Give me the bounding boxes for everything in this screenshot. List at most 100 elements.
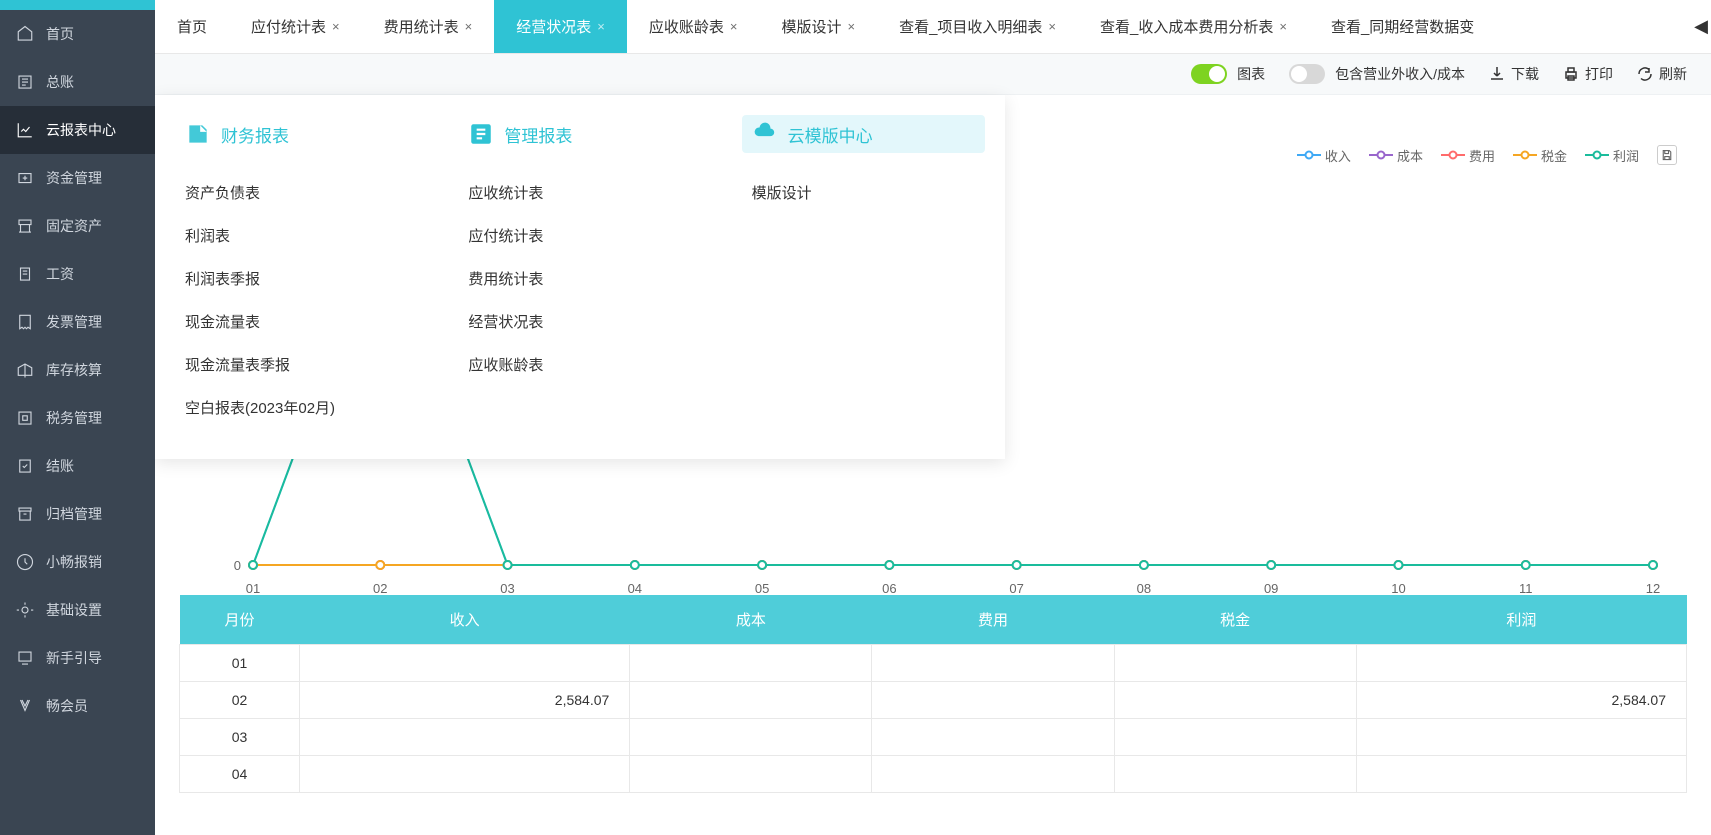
sidebar-item-report[interactable]: 云报表中心 (0, 106, 155, 154)
download-button[interactable]: 下载 (1489, 64, 1539, 84)
sidebar-item-archive[interactable]: 归档管理 (0, 490, 155, 538)
table-row: 01 (180, 645, 1687, 682)
menu-link[interactable]: 应付统计表 (468, 214, 691, 257)
sidebar-item-label: 固定资产 (46, 216, 102, 236)
download-label: 下载 (1511, 64, 1539, 84)
legend-item[interactable]: 利润 (1585, 146, 1639, 165)
tab[interactable]: 费用统计表× (362, 0, 495, 53)
print-button[interactable]: 打印 (1563, 64, 1613, 84)
chart-toggle-label: 图表 (1237, 64, 1265, 84)
menu-link[interactable]: 现金流量表季报 (185, 343, 408, 386)
sidebar-item-salary[interactable]: 工资 (0, 250, 155, 298)
tab[interactable]: 查看_项目收入明细表× (877, 0, 1078, 53)
menu-link[interactable]: 利润表季报 (185, 257, 408, 300)
tab[interactable]: 应付统计表× (229, 0, 362, 53)
tab-close-icon[interactable]: × (1279, 19, 1287, 34)
sidebar-item-settings[interactable]: 基础设置 (0, 586, 155, 634)
table-cell: 03 (180, 719, 300, 756)
table-cell (872, 756, 1114, 793)
menu-col-management: 管理报表 应收统计表应付统计表费用统计表经营状况表应收账龄表 (438, 115, 721, 429)
menu-link[interactable]: 资产负债表 (185, 171, 408, 214)
menu-link[interactable]: 费用统计表 (468, 257, 691, 300)
sidebar-item-guide[interactable]: 新手引导 (0, 634, 155, 682)
content-area: 财务报表 资产负债表利润表利润表季报现金流量表现金流量表季报空白报表(2023年… (155, 95, 1711, 835)
table-cell: 04 (180, 756, 300, 793)
sidebar-item-money[interactable]: 资金管理 (0, 154, 155, 202)
menu-link[interactable]: 空白报表(2023年02月) (185, 386, 408, 429)
member-icon (16, 697, 34, 715)
tab-close-icon[interactable]: × (730, 19, 738, 34)
close-icon (16, 457, 34, 475)
tab-close-icon[interactable]: × (847, 19, 855, 34)
table-header-cell: 费用 (872, 595, 1114, 645)
table-cell (1114, 682, 1356, 719)
sidebar-item-label: 总账 (46, 72, 74, 92)
table-header-cell: 利润 (1356, 595, 1686, 645)
table-row: 04 (180, 756, 1687, 793)
menu-link[interactable]: 应收统计表 (468, 171, 691, 214)
cloud-template-icon (752, 121, 778, 147)
app-root: 首页总账云报表中心资金管理固定资产工资发票管理库存核算税务管理结账归档管理小畅报… (0, 0, 1711, 835)
table-cell (630, 756, 872, 793)
menu-link[interactable]: 应收账龄表 (468, 343, 691, 386)
report-mega-menu: 财务报表 资产负债表利润表利润表季报现金流量表现金流量表季报空白报表(2023年… (155, 95, 1005, 459)
sidebar-item-invoice[interactable]: 发票管理 (0, 298, 155, 346)
chart-toggle[interactable] (1191, 64, 1227, 84)
tab-close-icon[interactable]: × (465, 19, 473, 34)
menu-header-management: 管理报表 (468, 115, 691, 153)
sidebar-item-inventory[interactable]: 库存核算 (0, 346, 155, 394)
table-cell (872, 645, 1114, 682)
sidebar-item-label: 新手引导 (46, 648, 102, 668)
sidebar-item-label: 资金管理 (46, 168, 102, 188)
ledger-icon (16, 73, 34, 91)
tab[interactable]: 应收账龄表× (627, 0, 760, 53)
save-icon (1661, 149, 1673, 161)
tab-scroll-right-icon[interactable]: ◀ (1691, 0, 1711, 53)
legend-item[interactable]: 成本 (1369, 146, 1423, 165)
menu-link[interactable]: 经营状况表 (468, 300, 691, 343)
include-external-toggle[interactable] (1289, 64, 1325, 84)
sidebar-item-tax[interactable]: 税务管理 (0, 394, 155, 442)
sidebar-item-member[interactable]: 畅会员 (0, 682, 155, 730)
tab-close-icon[interactable]: × (597, 19, 605, 34)
tab-close-icon[interactable]: × (1048, 19, 1056, 34)
legend-label: 收入 (1325, 146, 1351, 165)
menu-link[interactable]: 利润表 (185, 214, 408, 257)
refresh-button[interactable]: 刷新 (1637, 64, 1687, 84)
refresh-icon (1637, 66, 1653, 82)
chart-save-button[interactable] (1657, 145, 1677, 165)
legend-label: 成本 (1397, 146, 1423, 165)
report-icon (468, 121, 494, 147)
sidebar-item-ledger[interactable]: 总账 (0, 58, 155, 106)
legend-item[interactable]: 税金 (1513, 146, 1567, 165)
tab[interactable]: 模版设计 × (759, 0, 877, 53)
sidebar-item-close[interactable]: 结账 (0, 442, 155, 490)
sidebar-item-home[interactable]: 首页 (0, 10, 155, 58)
archive-icon (16, 505, 34, 523)
tab[interactable]: 查看_收入成本费用分析表× (1078, 0, 1309, 53)
sidebar-item-label: 小畅报销 (46, 552, 102, 572)
tab-close-icon[interactable]: × (332, 19, 340, 34)
sidebar-item-asset[interactable]: 固定资产 (0, 202, 155, 250)
svg-text:04: 04 (628, 581, 642, 596)
sidebar-item-label: 云报表中心 (46, 120, 116, 140)
legend-label: 税金 (1541, 146, 1567, 165)
sidebar-item-label: 畅会员 (46, 696, 88, 716)
sidebar-item-label: 基础设置 (46, 600, 102, 620)
tab[interactable]: 首页 (155, 0, 229, 53)
inventory-icon (16, 361, 34, 379)
svg-text:08: 08 (1137, 581, 1151, 596)
menu-header-templates[interactable]: 云模版中心 (742, 115, 985, 153)
tab[interactable]: 查看_同期经营数据变 (1309, 0, 1496, 53)
sidebar-item-expense[interactable]: 小畅报销 (0, 538, 155, 586)
tab-label: 查看_同期经营数据变 (1331, 16, 1474, 37)
tab[interactable]: 经营状况表× (494, 0, 627, 53)
legend-item[interactable]: 收入 (1297, 146, 1351, 165)
menu-col3-title: 云模版中心 (788, 122, 873, 147)
menu-link[interactable]: 模版设计 (752, 171, 975, 214)
sidebar-item-label: 税务管理 (46, 408, 102, 428)
legend-item[interactable]: 费用 (1441, 146, 1495, 165)
table-header-cell: 税金 (1114, 595, 1356, 645)
menu-link[interactable]: 现金流量表 (185, 300, 408, 343)
tab-label: 模版设计 (781, 16, 841, 37)
